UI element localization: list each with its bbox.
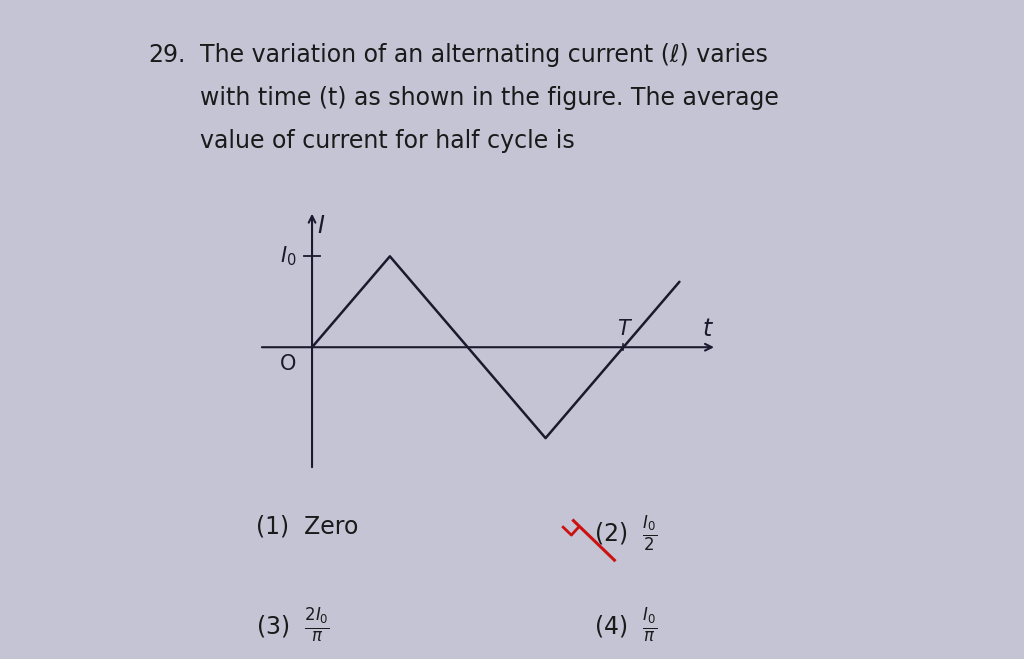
Text: T: T (617, 319, 630, 339)
Text: (3)  $\frac{2I_0}{\pi}$: (3) $\frac{2I_0}{\pi}$ (256, 606, 330, 644)
Text: $I$: $I$ (317, 214, 326, 238)
Text: O: O (281, 355, 297, 374)
Text: value of current for half cycle is: value of current for half cycle is (200, 129, 574, 152)
Text: (2)  $\frac{I_0}{2}$: (2) $\frac{I_0}{2}$ (594, 514, 657, 554)
Text: (4)  $\frac{I_0}{\pi}$: (4) $\frac{I_0}{\pi}$ (594, 606, 657, 644)
Text: (1)  Zero: (1) Zero (256, 514, 358, 538)
Text: The variation of an alternating current (ℓ) varies: The variation of an alternating current … (200, 43, 768, 67)
Text: 29.: 29. (148, 43, 185, 67)
Text: with time (t) as shown in the figure. The average: with time (t) as shown in the figure. Th… (200, 86, 778, 109)
Text: $t$: $t$ (701, 317, 714, 341)
Text: $I_0$: $I_0$ (280, 244, 297, 268)
